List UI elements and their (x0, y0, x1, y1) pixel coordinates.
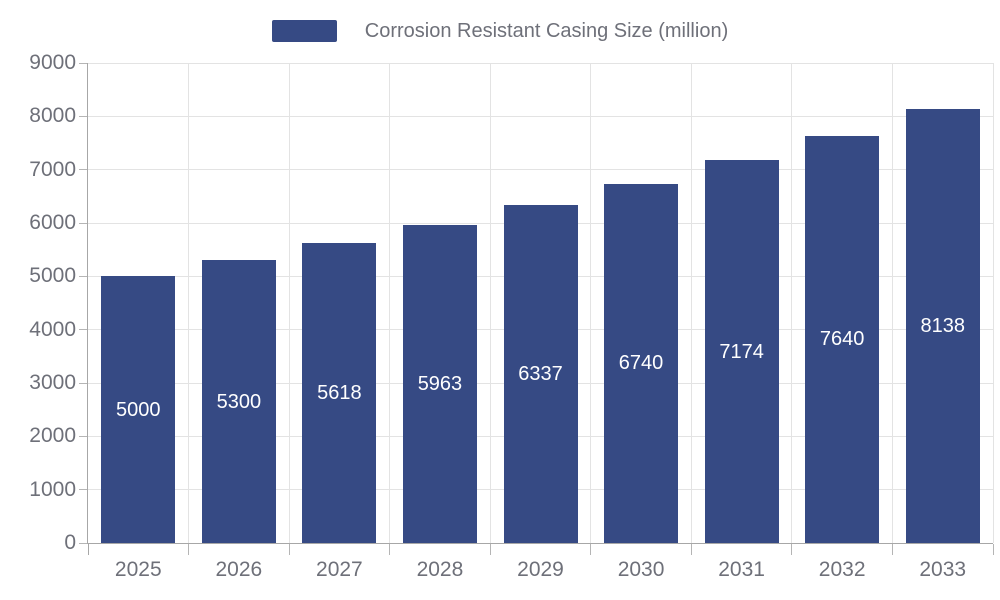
bar-value-label: 5000 (116, 398, 161, 421)
y-tick-label: 2000 (29, 424, 76, 448)
x-axis-tick (188, 544, 190, 555)
y-axis-tick (79, 222, 87, 224)
y-axis-tick (79, 542, 87, 544)
x-gridline (891, 63, 893, 543)
bar-value-label: 7174 (719, 340, 764, 363)
y-gridline (88, 115, 993, 117)
x-gridline (992, 63, 994, 543)
bar[interactable]: 6337 (503, 205, 578, 543)
y-tick-label: 7000 (29, 157, 76, 181)
bar-value-label: 5300 (216, 390, 262, 413)
bar[interactable]: 5963 (402, 224, 477, 543)
y-tick-label: 9000 (29, 51, 76, 74)
y-axis-tick (79, 382, 87, 384)
y-axis-line (87, 63, 88, 544)
bar[interactable]: 5000 (101, 276, 176, 543)
x-axis-tick (891, 544, 893, 555)
y-tick-label: 3000 (29, 371, 76, 394)
y-tick-label: 0 (64, 531, 76, 554)
x-tick-label: 2033 (919, 558, 967, 581)
x-gridline (690, 63, 692, 543)
x-tick-label: 2027 (316, 558, 363, 581)
y-gridline (88, 169, 993, 171)
bar-value-label: 8138 (920, 314, 965, 337)
x-tick-label: 2032 (818, 558, 866, 581)
x-tick-label: 2031 (718, 558, 765, 581)
x-tick-label: 2029 (517, 558, 564, 581)
bar-value-label: 7640 (819, 328, 865, 351)
bar-value-label: 5618 (317, 382, 362, 405)
x-axis-line (87, 543, 993, 544)
y-axis-tick (79, 329, 87, 331)
x-tick-label: 2028 (416, 558, 464, 581)
plot-area: 0 1000 2000 3000 4000 5000 6000 7000 8000 9000 500… (29, 51, 994, 581)
y-axis-tick (79, 489, 87, 491)
x-axis-tick (590, 544, 592, 555)
x-tick-label: 2025 (114, 558, 162, 581)
y-axis-tick (79, 169, 87, 171)
x-axis-tick (992, 544, 994, 555)
legend-swatch (271, 20, 337, 42)
x-tick-label: 2030 (617, 558, 665, 581)
y-axis-tick (79, 275, 87, 277)
x-gridline (791, 63, 793, 543)
legend-label: Corrosion Resistant Casing Size (million… (364, 20, 729, 42)
bar[interactable]: 6740 (604, 183, 679, 543)
x-axis-tick (791, 544, 793, 555)
y-tick-label: 1000 (29, 477, 76, 501)
bar-value-label: 5963 (417, 372, 463, 395)
x-axis-tick (389, 544, 391, 555)
y-tick-label: 5000 (29, 264, 76, 288)
bar[interactable]: 7174 (704, 160, 779, 543)
x-axis-tick (690, 544, 692, 555)
x-axis-tick (489, 544, 491, 555)
bar[interactable]: 8138 (905, 108, 980, 543)
x-gridline (389, 63, 391, 543)
x-gridline (188, 63, 190, 543)
y-axis-tick (79, 62, 87, 64)
x-gridline (288, 63, 290, 543)
x-axis-tick (87, 544, 89, 555)
y-gridline (88, 62, 993, 64)
y-tick-label: 6000 (29, 211, 76, 234)
bar-value-label: 6740 (618, 352, 664, 375)
bar[interactable]: 5300 (201, 260, 276, 543)
x-gridline (489, 63, 491, 543)
bar[interactable]: 7640 (805, 135, 880, 543)
y-axis-tick (79, 435, 87, 437)
bar-value-label: 6337 (518, 363, 563, 385)
y-axis-tick (79, 115, 87, 117)
x-tick-label: 2026 (215, 558, 263, 581)
x-gridline (590, 63, 592, 543)
y-tick-label: 8000 (29, 104, 76, 128)
bar[interactable]: 5618 (302, 243, 377, 543)
legend-item[interactable]: Corrosion Resistant Casing Size (million… (0, 18, 1000, 44)
x-axis-tick (288, 544, 290, 555)
y-tick-label: 4000 (29, 317, 76, 341)
